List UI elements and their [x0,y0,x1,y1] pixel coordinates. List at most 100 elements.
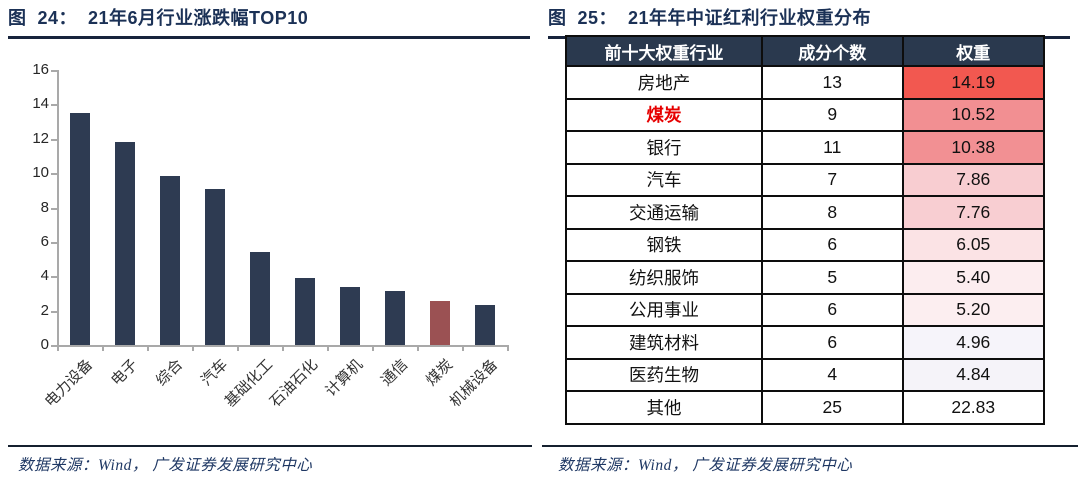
y-axis-line [57,70,59,345]
table-row: 交通运输 8 7.76 [565,195,1045,230]
table-header: 前十大权重行业 成分个数 权重 [565,35,1045,67]
y-axis-tick-label: 6 [40,232,49,250]
count-cell: 25 [760,390,904,425]
count-cell: 11 [760,130,904,165]
weight-cell: 6.05 [901,227,1045,262]
chart-bar [474,305,495,345]
x-axis-category-label: 电子 [108,356,142,390]
count-cell: 6 [760,227,904,262]
industry-cell: 医药生物 [565,357,763,392]
y-axis-tick-mark [51,138,57,141]
industry-cell: 汽车 [565,162,763,197]
weight-cell: 5.40 [901,260,1045,295]
x-axis-tick-mark [237,345,239,351]
x-axis-tick-mark [192,345,194,351]
count-cell: 6 [760,325,904,360]
count-cell: 9 [760,97,904,132]
x-axis-category-label: 机械设备 [447,356,502,411]
right-footer-divider [542,445,1078,447]
weight-cell: 22.83 [901,390,1045,425]
x-axis-tick-mark [102,345,104,351]
weight-cell: 10.38 [901,130,1045,165]
x-axis-category-label: 汽车 [198,356,232,390]
y-axis-tick-label: 0 [40,336,49,353]
chart-bar [339,287,360,345]
industry-cell: 纺织服饰 [565,260,763,295]
x-axis-category-label: 通信 [378,356,412,390]
x-axis-tick-mark [327,345,329,351]
table-row: 其他 25 22.83 [565,390,1045,425]
count-cell: 13 [760,65,904,100]
chart-bar [294,277,315,345]
industry-cell: 房地产 [565,65,763,100]
x-axis-tick-mark [462,345,464,351]
chart-bar [114,142,135,345]
chart-bar [384,290,405,345]
y-axis-tick-label: 4 [40,267,49,285]
y-axis-tick-mark [51,345,57,347]
industry-cell: 银行 [565,130,763,165]
table-header-cell: 成分个数 [760,35,904,67]
table-row: 房地产 13 14.19 [565,65,1045,100]
table-row: 汽车 7 7.86 [565,162,1045,197]
weight-cell: 7.76 [901,195,1045,230]
y-axis-tick-label: 14 [32,95,49,113]
right-source-note: 数据来源：Wind， 广发证券发展研究中心 [558,457,853,474]
industry-change-bar-chart: 0 2 4 6 8 10 12 14 16 电力设备 电子 综合 汽车 基础化工 石油石化 计算机 通信 煤炭 机械… [32,61,509,411]
x-axis-tick-mark [417,345,419,351]
industry-cell: 公用事业 [565,292,763,327]
count-cell: 6 [760,292,904,327]
weight-cell: 7.86 [901,162,1045,197]
y-axis-tick-mark [51,207,57,210]
industry-cell: 其他 [565,390,763,425]
y-axis-tick-mark [51,241,57,244]
y-axis-tick-mark [51,276,57,279]
figure-25-title: 图 25： 21年年中证红利行业权重分布 [548,4,1070,39]
x-axis-tick-mark [372,345,374,351]
table-row: 公用事业 6 5.20 [565,292,1045,327]
industry-weights-table: 前十大权重行业 成分个数 权重 房地产 13 14.19 煤炭 9 10.52 银行 11 10.3… [565,35,1045,425]
count-cell: 8 [760,195,904,230]
table-row: 建筑材料 6 4.96 [565,325,1045,360]
weight-cell: 4.96 [901,325,1045,360]
chart-bar [159,175,180,345]
industry-cell: 交通运输 [565,195,763,230]
x-axis-category-label: 石油石化 [267,356,322,411]
chart-bar [204,188,225,345]
x-axis-category-label: 电力设备 [42,356,97,411]
table-header-cell: 权重 [901,35,1045,67]
x-axis-tick-mark [282,345,284,351]
y-axis-tick-label: 8 [40,198,49,216]
industry-cell: 建筑材料 [565,325,763,360]
chart-bar [69,112,90,345]
y-axis-tick-mark [51,310,57,313]
figure-25-panel: 图 25： 21年年中证红利行业权重分布 前十大权重行业 成分个数 权重 房地产 13… [540,0,1080,481]
industry-cell: 钢铁 [565,227,763,262]
weight-cell: 5.20 [901,292,1045,327]
x-axis-tick-mark [507,345,509,351]
table-row: 医药生物 4 4.84 [565,357,1045,392]
y-axis-tick-mark [51,173,57,176]
x-axis-category-label: 基础化工 [222,356,277,411]
chart-bar [429,301,450,345]
y-axis-tick-mark [51,104,57,107]
table-row: 银行 11 10.38 [565,130,1045,165]
x-axis-category-label: 综合 [153,356,187,390]
y-axis-tick-label: 10 [32,164,49,182]
y-axis-tick-label: 16 [32,61,49,78]
left-footer-divider [8,445,532,447]
y-axis-tick-label: 12 [32,129,49,147]
table-row: 纺织服饰 5 5.40 [565,260,1045,295]
weight-cell: 4.84 [901,357,1045,392]
weight-cell: 14.19 [901,65,1045,100]
x-axis-category-label: 计算机 [322,356,367,400]
count-cell: 7 [760,162,904,197]
figure-24-panel: 图 24： 21年6月行业涨跌幅TOP10 0 2 4 6 8 10 12 14 16 电力设备电… [8,8,532,474]
table-row: 钢铁 6 6.05 [565,227,1045,262]
count-cell: 5 [760,260,904,295]
table-row: 煤炭 9 10.52 [565,97,1045,132]
y-axis-tick-label: 2 [40,301,49,319]
count-cell: 4 [760,357,904,392]
y-axis-tick-mark [51,70,57,72]
